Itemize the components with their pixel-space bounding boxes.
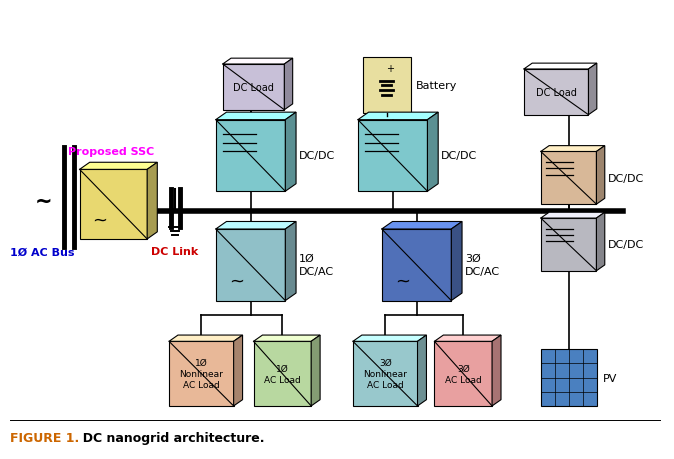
Polygon shape <box>417 336 427 406</box>
Text: DC/AC: DC/AC <box>465 266 500 276</box>
Text: ~: ~ <box>229 272 244 290</box>
Polygon shape <box>381 222 462 230</box>
Polygon shape <box>80 163 157 170</box>
Text: DC Link: DC Link <box>152 246 199 256</box>
Text: 3Ø: 3Ø <box>465 253 481 263</box>
Text: ~: ~ <box>395 272 410 290</box>
Polygon shape <box>216 120 285 192</box>
Polygon shape <box>541 213 605 218</box>
Text: DC Load: DC Load <box>536 88 576 98</box>
Polygon shape <box>169 341 234 406</box>
Polygon shape <box>541 146 605 152</box>
Text: DC Load: DC Load <box>233 83 274 93</box>
Polygon shape <box>253 336 320 341</box>
Polygon shape <box>541 152 596 205</box>
Polygon shape <box>524 64 596 70</box>
Polygon shape <box>427 113 438 192</box>
Polygon shape <box>358 113 438 120</box>
Text: 1Ø: 1Ø <box>299 253 315 263</box>
Text: 3Ø
Nonlinear
AC Load: 3Ø Nonlinear AC Load <box>363 358 407 389</box>
Polygon shape <box>358 120 427 192</box>
Polygon shape <box>284 59 293 111</box>
Polygon shape <box>169 336 243 341</box>
Polygon shape <box>363 58 410 113</box>
Polygon shape <box>253 341 311 406</box>
Text: DC/DC: DC/DC <box>608 240 644 250</box>
Polygon shape <box>435 336 501 341</box>
Text: Battery: Battery <box>416 81 457 91</box>
Polygon shape <box>147 163 157 240</box>
Text: ~: ~ <box>92 211 107 229</box>
Text: DC/DC: DC/DC <box>299 151 335 161</box>
Polygon shape <box>285 222 296 301</box>
Text: 3Ø
AC Load: 3Ø AC Load <box>445 364 482 384</box>
Polygon shape <box>452 222 462 301</box>
Polygon shape <box>353 336 427 341</box>
Text: PV: PV <box>603 373 617 383</box>
Text: DC nanogrid architecture.: DC nanogrid architecture. <box>73 431 264 444</box>
Text: 1Ø
Nonlinear
AC Load: 1Ø Nonlinear AC Load <box>179 358 223 389</box>
Text: +: + <box>386 64 394 74</box>
Polygon shape <box>588 64 596 116</box>
Text: 1Ø AC Bus: 1Ø AC Bus <box>10 247 75 257</box>
Polygon shape <box>381 230 452 301</box>
Polygon shape <box>216 230 285 301</box>
Polygon shape <box>216 222 296 230</box>
Polygon shape <box>222 65 284 111</box>
Polygon shape <box>492 336 501 406</box>
Polygon shape <box>524 70 588 116</box>
Polygon shape <box>353 341 417 406</box>
Polygon shape <box>596 146 605 205</box>
Text: DC/AC: DC/AC <box>299 266 334 276</box>
Polygon shape <box>596 213 605 271</box>
Polygon shape <box>311 336 320 406</box>
Text: DC/DC: DC/DC <box>441 151 477 161</box>
Polygon shape <box>285 113 296 192</box>
Polygon shape <box>222 59 293 65</box>
Polygon shape <box>216 113 296 120</box>
Text: DC/DC: DC/DC <box>608 174 644 184</box>
Polygon shape <box>435 341 492 406</box>
Text: FIGURE 1.: FIGURE 1. <box>10 431 80 444</box>
Text: 1Ø
AC Load: 1Ø AC Load <box>264 364 301 384</box>
Polygon shape <box>541 349 597 406</box>
Polygon shape <box>80 170 147 240</box>
Text: Proposed SSC: Proposed SSC <box>68 147 154 157</box>
Polygon shape <box>541 218 596 271</box>
Text: ~: ~ <box>35 192 53 212</box>
Polygon shape <box>234 336 243 406</box>
